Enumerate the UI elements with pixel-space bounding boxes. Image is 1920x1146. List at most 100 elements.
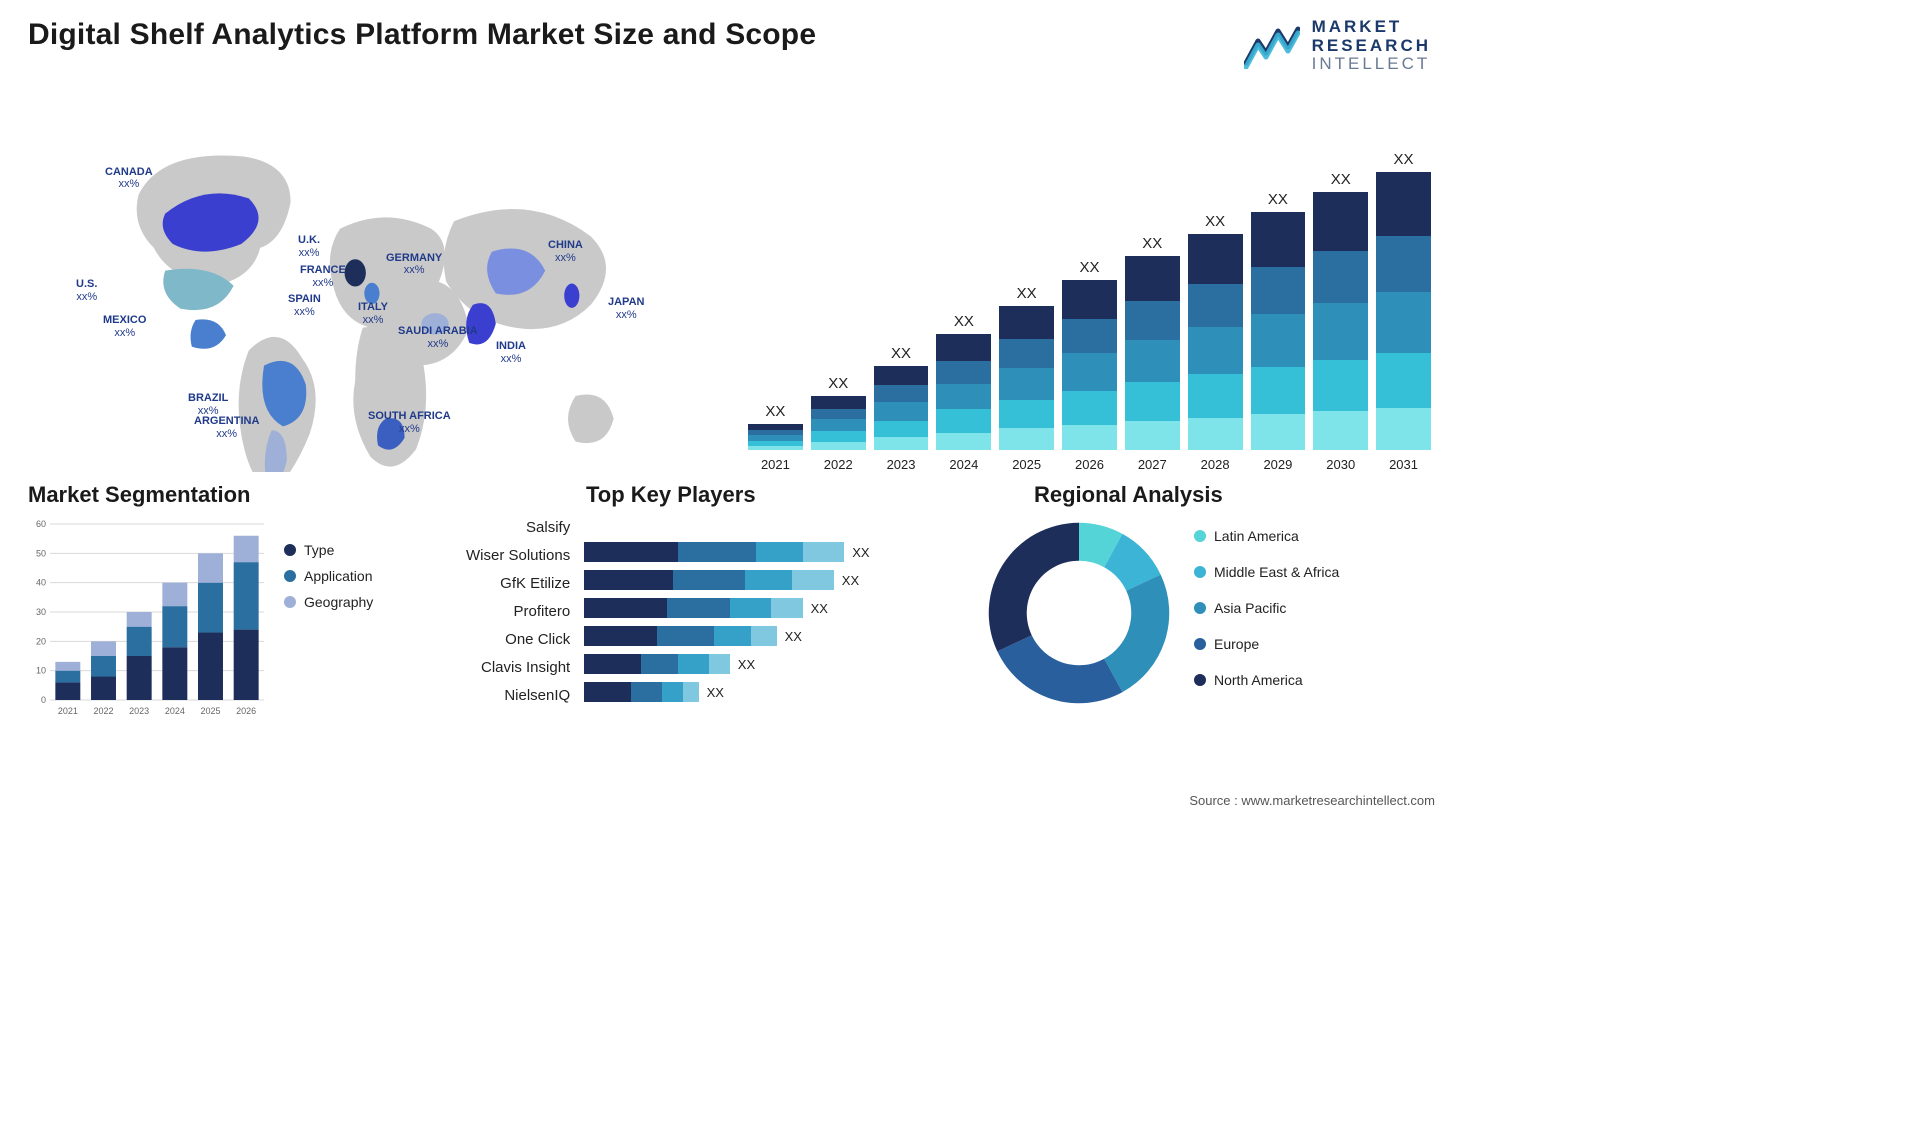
growth-bar-label: XX xyxy=(1017,285,1037,302)
regional-legend: Latin AmericaMiddle East & AfricaAsia Pa… xyxy=(1194,528,1339,698)
player-bar-row: XX xyxy=(584,542,966,562)
map-label-germany: GERMANYxx% xyxy=(386,252,442,277)
growth-bar-segment xyxy=(874,402,929,420)
player-bar-segment xyxy=(709,654,730,674)
player-bar-value: XX xyxy=(785,629,802,644)
growth-bar-label: XX xyxy=(954,313,974,330)
player-bar-segment xyxy=(730,598,772,618)
legend-swatch xyxy=(1194,638,1206,650)
legend-label: Middle East & Africa xyxy=(1214,564,1339,580)
map-label-france: FRANCExx% xyxy=(300,264,346,289)
seg-bar-segment xyxy=(127,627,152,656)
growth-bar-segment xyxy=(874,385,929,402)
player-bar-segment xyxy=(584,570,672,590)
player-bar-segment xyxy=(662,682,683,702)
map-label-u-s-: U.S.xx% xyxy=(76,278,97,303)
growth-bar-segment xyxy=(999,368,1054,400)
key-players-section: Top Key Players SalsifyWiser SolutionsGf… xyxy=(466,482,966,718)
growth-bar-segment xyxy=(811,442,866,450)
map-label-india: INDIAxx% xyxy=(496,340,526,365)
seg-bar-segment xyxy=(162,583,187,606)
growth-bar-stack xyxy=(936,334,991,450)
map-label-italy: ITALYxx% xyxy=(358,301,388,326)
player-bar-segment xyxy=(631,682,662,702)
svg-text:30: 30 xyxy=(36,607,46,617)
growth-bar-label: XX xyxy=(1079,259,1099,276)
growth-bar-segment xyxy=(999,400,1054,429)
growth-bar-segment xyxy=(1251,414,1306,450)
player-bar-value: XX xyxy=(738,657,755,672)
seg-bar-segment xyxy=(198,553,223,582)
player-bar-segment xyxy=(667,598,729,618)
svg-text:40: 40 xyxy=(36,578,46,588)
growth-bar-segment xyxy=(999,428,1054,450)
player-bar-segment xyxy=(584,598,667,618)
growth-bar-segment xyxy=(1188,374,1243,417)
regional-donut-chart xyxy=(984,518,1174,708)
player-bar-segment xyxy=(678,654,709,674)
legend-swatch xyxy=(1194,566,1206,578)
map-label-brazil: BRAZILxx% xyxy=(188,392,228,417)
legend-label: Europe xyxy=(1214,636,1259,652)
map-label-japan: JAPANxx% xyxy=(608,296,644,321)
legend-swatch xyxy=(1194,674,1206,686)
player-bar-row: XX xyxy=(584,654,966,674)
growth-xaxis-label: 2029 xyxy=(1251,457,1306,472)
growth-bar-segment xyxy=(1125,256,1180,301)
growth-xaxis-label: 2025 xyxy=(999,457,1054,472)
svg-text:2021: 2021 xyxy=(58,706,78,716)
svg-text:20: 20 xyxy=(36,636,46,646)
growth-bar-segment xyxy=(1062,319,1117,353)
player-bar-row: XX xyxy=(584,682,966,702)
player-bar-segment xyxy=(714,626,750,646)
player-bar xyxy=(584,598,802,618)
growth-bar-segment xyxy=(1313,303,1368,360)
player-bar xyxy=(584,654,730,674)
page-title: Digital Shelf Analytics Platform Market … xyxy=(28,18,816,52)
growth-bar-segment xyxy=(1313,360,1368,412)
growth-bar-stack xyxy=(999,306,1054,450)
player-bar-segment xyxy=(678,542,756,562)
player-bar xyxy=(584,626,776,646)
growth-bar-2024: XX xyxy=(936,313,991,450)
legend-label: Type xyxy=(304,542,334,558)
svg-text:2024: 2024 xyxy=(165,706,185,716)
seg-bar-segment xyxy=(91,656,116,677)
seg-bar-segment xyxy=(127,612,152,627)
legend-swatch xyxy=(284,570,296,582)
legend-label: North America xyxy=(1214,672,1303,688)
growth-bar-segment xyxy=(1251,367,1306,415)
legend-swatch xyxy=(1194,530,1206,542)
player-bar-segment xyxy=(751,626,777,646)
player-name: NielsenIQ xyxy=(466,686,570,706)
seg-bar-segment xyxy=(55,682,80,700)
growth-bar-2031: XX xyxy=(1376,151,1431,450)
header: Digital Shelf Analytics Platform Market … xyxy=(28,18,1431,74)
growth-bar-segment xyxy=(936,433,991,450)
growth-xaxis-label: 2026 xyxy=(1062,457,1117,472)
source-credit: Source : www.marketresearchintellect.com xyxy=(1189,793,1435,808)
growth-bar-segment xyxy=(1062,280,1117,319)
seg-bar-segment xyxy=(91,677,116,700)
growth-bar-segment xyxy=(1188,418,1243,450)
seg-bar-segment xyxy=(162,647,187,700)
growth-bar-label: XX xyxy=(765,403,785,420)
growth-bar-2023: XX xyxy=(874,345,929,450)
player-bar-segment xyxy=(584,542,678,562)
segmentation-section: Market Segmentation 01020304050602021202… xyxy=(28,482,448,718)
growth-bar-stack xyxy=(1376,172,1431,450)
growth-bar-stack xyxy=(1313,192,1368,450)
growth-bar-segment xyxy=(1251,314,1306,366)
growth-bar-label: XX xyxy=(1331,171,1351,188)
seg-bar-segment xyxy=(234,536,259,562)
logo-icon xyxy=(1244,23,1300,69)
player-bar-segment xyxy=(673,570,746,590)
seg-bar-segment xyxy=(55,671,80,683)
growth-bar-label: XX xyxy=(1268,191,1288,208)
growth-bar-stack xyxy=(1188,234,1243,450)
player-bar-segment xyxy=(657,626,714,646)
growth-xaxis-label: 2024 xyxy=(936,457,991,472)
legend-swatch xyxy=(284,596,296,608)
growth-bar-2025: XX xyxy=(999,285,1054,450)
player-bar-value: XX xyxy=(842,573,859,588)
